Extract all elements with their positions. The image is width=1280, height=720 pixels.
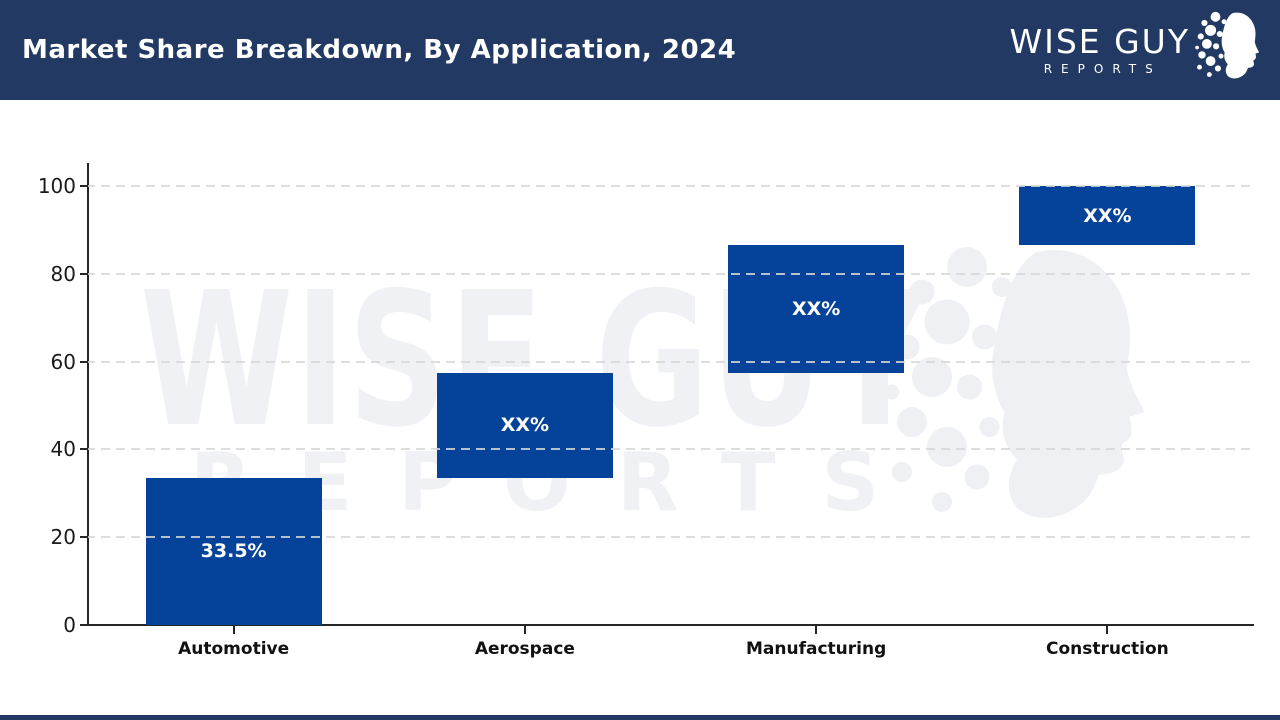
gridline (86, 185, 1255, 187)
gridline (86, 360, 1255, 363)
x-axis-label-construction: Construction (1045, 639, 1169, 659)
y-axis-tick-label: 100 (37, 174, 76, 198)
gridline (86, 448, 1255, 451)
y-axis-tick-label: 40 (50, 437, 76, 462)
gridline (86, 536, 1255, 539)
x-axis-tick-mark (1106, 626, 1109, 634)
logo-text: WISE GUY REPORTS (1009, 22, 1190, 77)
bar-construction: XX% (1019, 186, 1196, 246)
plot-area: 33.5% XX% XX% XX% (86, 185, 1255, 625)
logo-wordmark: WISE GUY (1009, 22, 1190, 61)
x-axis-tick-mark (232, 626, 235, 634)
header: Market Share Breakdown, By Application, … (0, 0, 1280, 100)
logo-subtitle: REPORTS (1043, 62, 1162, 76)
bar-value-label: XX% (500, 414, 550, 437)
page-title: Market Share Breakdown, By Application, … (22, 35, 737, 65)
bar-value-label: 33.5% (200, 540, 267, 563)
x-axis-tick-mark (523, 626, 526, 634)
y-axis-tick-label: 80 (50, 261, 76, 286)
watermark-face-icon (884, 247, 1145, 518)
y-axis-tick-label: 20 (50, 525, 76, 550)
y-axis-tick-label: 0 (63, 613, 76, 637)
x-axis-spine (87, 624, 1254, 626)
x-axis-label-automotive: Automotive (178, 639, 290, 659)
bar-value-label: XX% (791, 297, 841, 320)
bar-manufacturing: XX% (728, 245, 905, 373)
x-axis-tick-mark (815, 626, 818, 634)
bar-value-label: XX% (1083, 204, 1132, 227)
bar-aerospace: XX% (436, 372, 613, 478)
y-axis-spine (87, 163, 89, 626)
x-axis-label-aerospace: Aerospace (474, 639, 575, 659)
y-axis-tick-label: 60 (50, 349, 76, 374)
x-axis-label-manufacturing: Manufacturing (746, 639, 887, 659)
footer-bar (0, 715, 1280, 720)
wiseguy-logo: WISE GUY REPORTS (1009, 6, 1266, 94)
gridline (86, 272, 1255, 275)
bar-automotive: 33.5% (145, 477, 322, 625)
logo-face-icon (1195, 11, 1260, 79)
